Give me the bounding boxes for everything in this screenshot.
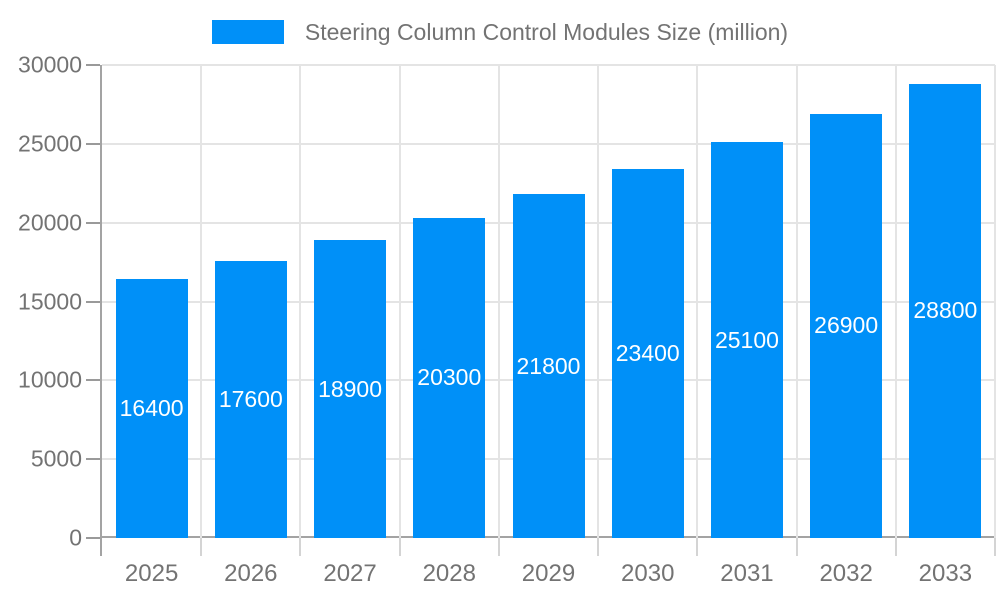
x-axis-tick-1: [200, 538, 203, 556]
y-axis-tick-25000: [86, 142, 100, 145]
y-tick-label-15000: 15000: [18, 288, 82, 314]
bar-value-label-2027: 18900: [318, 375, 383, 402]
x-tick-label-2031: 2031: [720, 560, 774, 587]
bar-value-label-2033: 28800: [913, 297, 978, 324]
y-tick-label-20000: 20000: [18, 209, 82, 236]
x-axis-tick-2: [299, 538, 302, 556]
bar-2031[interactable]: 25100: [710, 142, 783, 538]
y-axis-tick-15000: [86, 300, 100, 303]
bar-value-label-2030: 23400: [615, 340, 680, 367]
y-tick-label-25000: 25000: [18, 130, 82, 157]
bar-value-label-2031: 25100: [714, 326, 779, 353]
x-tick-label-2032: 2032: [819, 560, 873, 587]
x-axis-tick-4: [497, 538, 500, 556]
y-tick-label-10000: 10000: [18, 366, 82, 393]
v-gridline-6: [696, 65, 699, 538]
x-tick-label-2027: 2027: [323, 560, 377, 587]
y-axis-tick-30000: [86, 64, 100, 66]
v-gridline-8: [894, 65, 897, 538]
legend-swatch-icon: [211, 20, 284, 44]
v-gridline-4: [497, 65, 500, 538]
v-gridline-1: [200, 65, 203, 538]
y-tick-label-0: 0: [69, 524, 82, 551]
x-tick-label-2029: 2029: [521, 560, 576, 587]
legend[interactable]: Steering Column Control Modules Size (mi…: [0, 16, 1000, 48]
v-gridline-2: [299, 65, 302, 538]
bar-2027[interactable]: 18900: [314, 240, 387, 538]
y-axis-tick-0: [86, 537, 100, 539]
h-gridline-30000: [102, 64, 995, 66]
bar-value-label-2032: 26900: [814, 312, 879, 339]
x-tick-label-2033: 2033: [918, 560, 973, 587]
x-tick-label-2026: 2026: [224, 560, 278, 587]
x-tick-label-2030: 2030: [621, 560, 675, 587]
bar-2033[interactable]: 28800: [909, 83, 982, 538]
bar-value-label-2028: 20300: [417, 364, 482, 391]
x-tick-label-2028: 2028: [422, 560, 476, 587]
bar-value-label-2025: 16400: [119, 395, 184, 422]
x-axis-tick-7: [795, 538, 798, 556]
y-axis-tick-10000: [86, 379, 100, 382]
y-axis-tick-5000: [86, 458, 100, 461]
h-gridline-25000: [102, 142, 995, 145]
bar-2026[interactable]: 17600: [214, 260, 287, 538]
x-axis-tick-9: [994, 538, 996, 556]
bar-2029[interactable]: 21800: [512, 194, 585, 538]
v-gridline-9: [994, 65, 996, 538]
y-tick-label-5000: 5000: [30, 445, 82, 472]
bar-2028[interactable]: 20300: [413, 217, 486, 538]
x-axis-tick-8: [894, 538, 897, 556]
y-tick-label-30000: 30000: [18, 51, 82, 78]
x-tick-label-2025: 2025: [124, 560, 179, 587]
plot-area: 16400 17600 18900 20300 21800 23400 25100 26900…: [86, 64, 996, 556]
v-gridline-7: [795, 65, 798, 538]
bar-2025[interactable]: 16400: [115, 279, 188, 538]
x-axis-tick-5: [597, 538, 600, 556]
x-axis-tick-6: [696, 538, 699, 556]
bar-2030[interactable]: 23400: [611, 169, 684, 538]
v-gridline-3: [398, 65, 401, 538]
y-axis-tick-20000: [86, 221, 100, 224]
bar-value-label-2026: 17600: [218, 385, 283, 412]
x-axis-tick-3: [398, 538, 401, 556]
bar-value-label-2029: 21800: [516, 352, 581, 379]
v-gridline-5: [597, 65, 600, 538]
y-axis-line: [100, 65, 102, 556]
bar-2032[interactable]: 26900: [810, 113, 883, 538]
legend-label: Steering Column Control Modules Size (mi…: [304, 18, 789, 45]
